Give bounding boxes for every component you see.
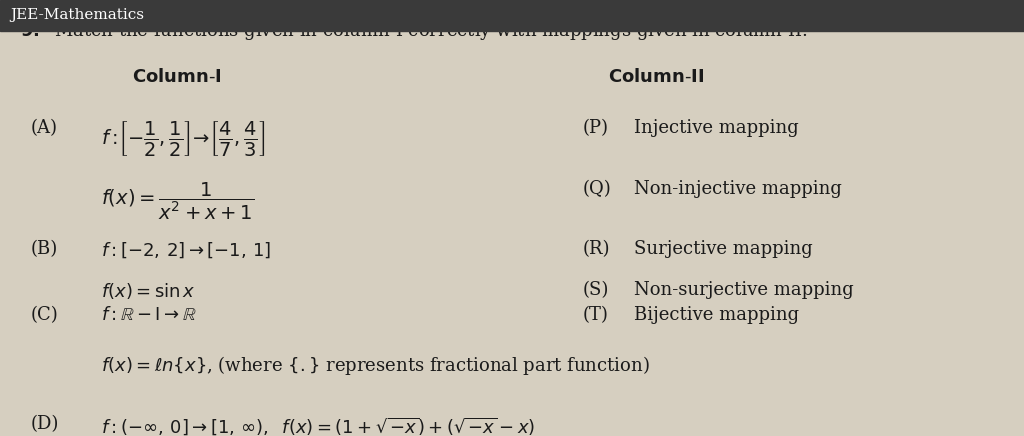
Text: $f:\mathbb{R}-\mathrm{I}\rightarrow\mathbb{R}$: $f:\mathbb{R}-\mathrm{I}\rightarrow\math… [101, 307, 197, 324]
Text: Bijective mapping: Bijective mapping [634, 307, 799, 324]
Text: (C): (C) [31, 307, 58, 324]
Text: (B): (B) [31, 240, 57, 258]
Text: Non-surjective mapping: Non-surjective mapping [634, 281, 853, 299]
Text: (T): (T) [583, 307, 609, 324]
Text: $\bf{Column\text{-}II}$: $\bf{Column\text{-}II}$ [608, 68, 705, 86]
Text: Surjective mapping: Surjective mapping [634, 240, 812, 258]
Text: (R): (R) [583, 240, 610, 258]
Text: (D): (D) [31, 416, 58, 433]
Text: (S): (S) [583, 281, 609, 299]
Text: $\bf{9.}$  Match the functions given in column-I correctly with mappings given i: $\bf{9.}$ Match the functions given in c… [20, 20, 808, 42]
Text: $f:[-2,\,2]\rightarrow[-1,\,1]$: $f:[-2,\,2]\rightarrow[-1,\,1]$ [101, 240, 271, 259]
Text: $f:\!\left[-\dfrac{1}{2},\dfrac{1}{2}\right]\!\rightarrow\!\left[\dfrac{4}{7},\d: $f:\!\left[-\dfrac{1}{2},\dfrac{1}{2}\ri… [101, 119, 265, 158]
Text: $f(x)=\ell n\{x\}$, (where $\{.\}$ represents fractional part function): $f(x)=\ell n\{x\}$, (where $\{.\}$ repre… [101, 354, 650, 377]
Text: (Q): (Q) [583, 181, 611, 198]
Text: $f:(-\infty,\,0]\rightarrow[1,\,\infty),\;\;f(x)=(1+\sqrt{-x})+(\sqrt{-x}-x)$: $f:(-\infty,\,0]\rightarrow[1,\,\infty),… [101, 416, 536, 436]
Text: JEE-Mathematics: JEE-Mathematics [10, 8, 144, 22]
Text: (P): (P) [583, 119, 609, 137]
Text: $f(x)=\dfrac{1}{x^{2}+x+1}$: $f(x)=\dfrac{1}{x^{2}+x+1}$ [101, 181, 254, 222]
Text: Injective mapping: Injective mapping [634, 119, 799, 137]
Text: Non-injective mapping: Non-injective mapping [634, 181, 842, 198]
Text: $f(x)=\sin x$: $f(x)=\sin x$ [101, 281, 196, 301]
Text: $\bf{Column\text{-}I}$: $\bf{Column\text{-}I}$ [132, 68, 221, 86]
Text: (A): (A) [31, 119, 57, 137]
